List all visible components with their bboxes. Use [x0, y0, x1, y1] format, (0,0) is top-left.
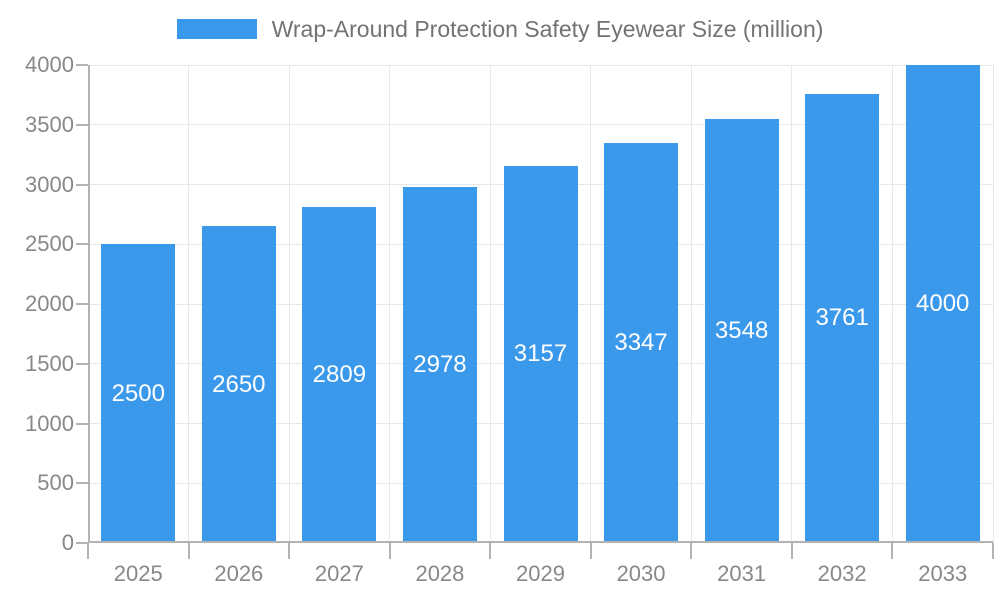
x-axis-tick: [690, 543, 693, 559]
bar-value-label: 4000: [916, 290, 970, 317]
x-axis-label: 2031: [717, 561, 767, 586]
y-axis-label: 1500: [25, 350, 74, 376]
bar-value-label: 2650: [212, 370, 266, 398]
x-axis-tick: [288, 543, 291, 559]
y-axis-tick: [76, 243, 88, 246]
y-axis-tick: [76, 183, 88, 186]
plot-area: 2500 2650 2809 2978 3157 3347 3548 3761 4000: [76, 64, 994, 559]
y-axis-label: 0: [61, 530, 74, 555]
x-axis-label: 2025: [113, 561, 163, 586]
bar-value-label: 2500: [111, 379, 165, 407]
y-axis-label: 2000: [25, 291, 74, 316]
y-axis-tick: [76, 303, 88, 305]
y-axis-label: 3000: [25, 171, 74, 197]
x-axis-label: 2027: [314, 561, 364, 586]
x-axis-label: 2033: [918, 561, 968, 586]
legend-swatch: [176, 19, 257, 39]
legend-label: Wrap-Around Protection Safety Eyewear Si…: [271, 15, 824, 42]
v-gridline: [188, 65, 190, 543]
x-axis-label: 2032: [817, 561, 867, 586]
v-gridline: [791, 65, 793, 543]
bar-value-label: 3548: [714, 317, 769, 344]
bar-value-label: 3761: [815, 304, 869, 332]
x-axis-tick: [489, 543, 492, 559]
bar-2029[interactable]: 3157: [503, 165, 578, 543]
x-axis-label: 2030: [616, 561, 666, 586]
y-axis-tick: [76, 422, 88, 425]
v-gridline: [992, 65, 994, 543]
y-axis-label: 2500: [25, 231, 74, 257]
bar-value-label: 3347: [614, 329, 668, 357]
bar-2030[interactable]: 3347: [604, 143, 679, 543]
v-gridline: [489, 65, 491, 543]
y-axis-tick: [76, 482, 88, 485]
x-axis-line: [88, 541, 993, 543]
x-axis-tick: [187, 543, 190, 559]
x-axis-label: 2026: [214, 561, 264, 586]
y-axis-tick: [76, 362, 88, 365]
bar-2025[interactable]: 2500: [101, 244, 176, 543]
y-axis-tick: [76, 64, 88, 66]
y-axis-label: 500: [37, 470, 74, 496]
bar-2027[interactable]: 2809: [302, 207, 377, 543]
x-axis-label: 2028: [415, 561, 465, 586]
bar-2028[interactable]: 2978: [402, 187, 477, 543]
x-axis-tick: [891, 543, 894, 559]
y-axis-label: 3500: [25, 111, 74, 137]
x-axis-label: 2029: [516, 561, 565, 586]
bar-2031[interactable]: 3548: [704, 119, 779, 543]
v-gridline: [690, 65, 692, 543]
y-axis-label: 4000: [25, 52, 74, 77]
x-axis-tick: [589, 543, 592, 559]
h-gridline: [88, 64, 993, 66]
bar-value-label: 2978: [413, 351, 467, 379]
v-gridline: [891, 65, 893, 543]
bar-value-label: 2809: [312, 361, 367, 389]
bar-2032[interactable]: 3761: [805, 93, 880, 543]
v-gridline: [288, 65, 290, 543]
v-gridline: [389, 65, 391, 543]
x-axis-tick: [87, 543, 89, 559]
h-gridline: [88, 124, 993, 126]
bar-value-label: 3157: [513, 340, 568, 368]
legend-item[interactable]: Wrap-Around Protection Safety Eyewear Si…: [0, 13, 1000, 45]
bar-2026[interactable]: 2650: [201, 226, 276, 543]
v-gridline: [590, 65, 592, 543]
x-axis-tick: [992, 543, 994, 559]
y-axis-line: [88, 65, 90, 543]
x-axis-tick: [790, 543, 793, 559]
y-axis-label: 1000: [25, 410, 74, 436]
x-axis-tick: [388, 543, 391, 559]
y-axis-tick: [76, 123, 88, 126]
bar-2033[interactable]: 4000: [905, 65, 980, 543]
y-axis-tick: [76, 542, 88, 544]
